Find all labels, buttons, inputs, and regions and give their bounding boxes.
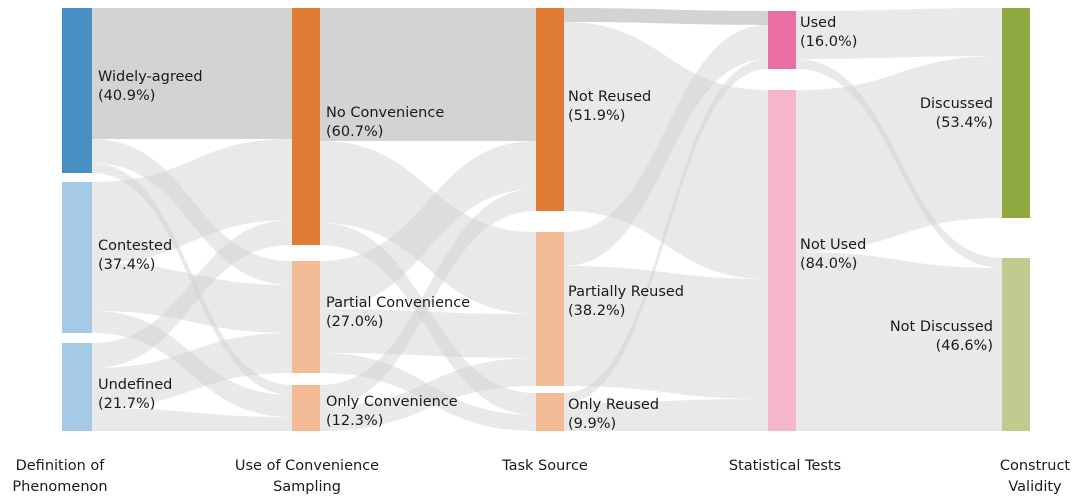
sankey-node-partial_conv[interactable]	[292, 261, 320, 373]
node-label-percent: (16.0%)	[800, 34, 857, 50]
sankey-node-used[interactable]	[768, 11, 796, 69]
node-label-partial_conv: Partial Convenience (27.0%)	[326, 295, 470, 330]
node-label-name: Not Reused	[568, 89, 651, 105]
sankey-node-not_discussed[interactable]	[1002, 258, 1030, 431]
flow-link	[564, 22, 768, 279]
node-label-partially_reused: Partially Reused (38.2%)	[568, 284, 684, 319]
node-label-name: Only Convenience	[326, 394, 458, 410]
flow-link	[320, 223, 536, 415]
node-label-used: Used (16.0%)	[800, 15, 857, 50]
flow-link	[796, 59, 1002, 268]
node-label-percent: (9.9%)	[568, 416, 616, 432]
node-label-name: Only Reused	[568, 397, 659, 413]
flow-link	[564, 59, 768, 403]
stage-label-line1: Use of Convenience	[235, 458, 379, 474]
stage-labels-layer: Definition of Phenomenon Use of Convenienc…	[12, 458, 1070, 495]
flow-link	[92, 139, 292, 285]
node-label-percent: (84.0%)	[800, 256, 857, 272]
node-label-name: Contested	[98, 238, 172, 254]
flow-link	[92, 163, 292, 395]
stage-label-line2: Validity	[1008, 479, 1062, 495]
node-label-percent: (12.3%)	[326, 413, 383, 429]
stage-label-convenience: Use of Convenience Sampling	[235, 458, 379, 495]
flow-link	[796, 8, 1002, 59]
flow-link	[92, 333, 292, 408]
stage-label-line1: Task Source	[501, 458, 588, 474]
flow-link	[320, 353, 536, 431]
stage-label-line1: Construct	[1000, 458, 1071, 474]
node-label-percent: (38.2%)	[568, 303, 625, 319]
flow-link	[564, 399, 768, 431]
node-label-name: Discussed	[920, 96, 993, 112]
stage-label-tasksource: Task Source	[501, 458, 588, 474]
flow-link	[92, 408, 292, 431]
node-label-undefined: Undefined (21.7%)	[98, 377, 172, 412]
sankey-node-not_reused[interactable]	[536, 8, 564, 211]
flow-link	[796, 56, 1002, 252]
node-label-percent: (37.4%)	[98, 257, 155, 273]
sankey-node-widely_agreed[interactable]	[62, 8, 92, 173]
sankey-node-partially_reused[interactable]	[536, 232, 564, 386]
node-label-contested: Contested (37.4%)	[98, 238, 172, 273]
sankey-node-not_used[interactable]	[768, 90, 796, 431]
stage-label-line2: Sampling	[273, 479, 341, 495]
flow-link	[320, 141, 536, 309]
flow-link	[92, 139, 292, 263]
sankey-node-only_reused[interactable]	[536, 393, 564, 431]
nodes-layer	[62, 8, 1030, 431]
node-label-widely_agreed: Widely-agreed (40.9%)	[98, 69, 203, 104]
stage-label-stattests: Statistical Tests	[729, 458, 841, 474]
node-label-only_conv: Only Convenience (12.3%)	[326, 394, 458, 429]
node-label-percent: (40.9%)	[98, 88, 155, 104]
node-label-name: Undefined	[98, 377, 172, 393]
node-label-not_discussed: Not Discussed (46.6%)	[890, 319, 993, 354]
flow-link	[796, 252, 1002, 431]
sankey-node-discussed[interactable]	[1002, 8, 1030, 218]
node-label-percent: (27.0%)	[326, 314, 383, 330]
flow-link	[320, 8, 536, 141]
flow-link	[320, 141, 536, 314]
node-label-name: Not Used	[800, 237, 866, 253]
node-label-no_conv: No Convenience (60.7%)	[326, 105, 444, 140]
node-label-name: Not Discussed	[890, 319, 993, 335]
flow-link	[320, 358, 536, 431]
node-label-percent: (53.4%)	[936, 115, 993, 131]
flow-links-layer	[92, 8, 1002, 431]
stage-label-line2: Phenomenon	[12, 479, 107, 495]
node-label-only_reused: Only Reused (9.9%)	[568, 397, 659, 432]
flow-link	[564, 266, 768, 399]
flow-link	[92, 263, 292, 333]
flow-link	[564, 8, 768, 25]
node-label-discussed: Discussed (53.4%)	[920, 96, 993, 131]
stage-label-definition: Definition of Phenomenon	[12, 458, 107, 495]
flow-link	[564, 25, 768, 266]
node-label-percent: (51.9%)	[568, 108, 625, 124]
sankey-node-only_conv[interactable]	[292, 385, 320, 431]
sankey-node-undefined[interactable]	[62, 343, 92, 431]
flow-link	[320, 309, 536, 358]
node-label-name: Used	[800, 15, 836, 31]
node-label-name: Partially Reused	[568, 284, 684, 300]
sankey-node-no_conv[interactable]	[292, 8, 320, 245]
node-label-name: Partial Convenience	[326, 295, 470, 311]
flow-link	[92, 8, 292, 139]
flow-link	[92, 220, 292, 368]
node-label-percent: (21.7%)	[98, 396, 155, 412]
stage-label-line1: Definition of	[16, 458, 106, 474]
stage-label-line1: Statistical Tests	[729, 458, 841, 474]
node-label-not_used: Not Used (84.0%)	[800, 237, 866, 272]
node-label-not_reused: Not Reused (51.9%)	[568, 89, 651, 124]
node-label-name: No Convenience	[326, 105, 444, 121]
node-labels-layer: Widely-agreed (40.9%) Contested (37.4%) Unde…	[98, 15, 993, 432]
node-label-name: Widely-agreed	[98, 69, 203, 85]
sankey-node-contested[interactable]	[62, 182, 92, 333]
node-label-percent: (60.7%)	[326, 124, 383, 140]
node-label-percent: (46.6%)	[936, 338, 993, 354]
flow-link	[92, 311, 292, 417]
stage-label-validity: Construct Validity	[1000, 458, 1071, 495]
flow-link	[320, 189, 536, 407]
